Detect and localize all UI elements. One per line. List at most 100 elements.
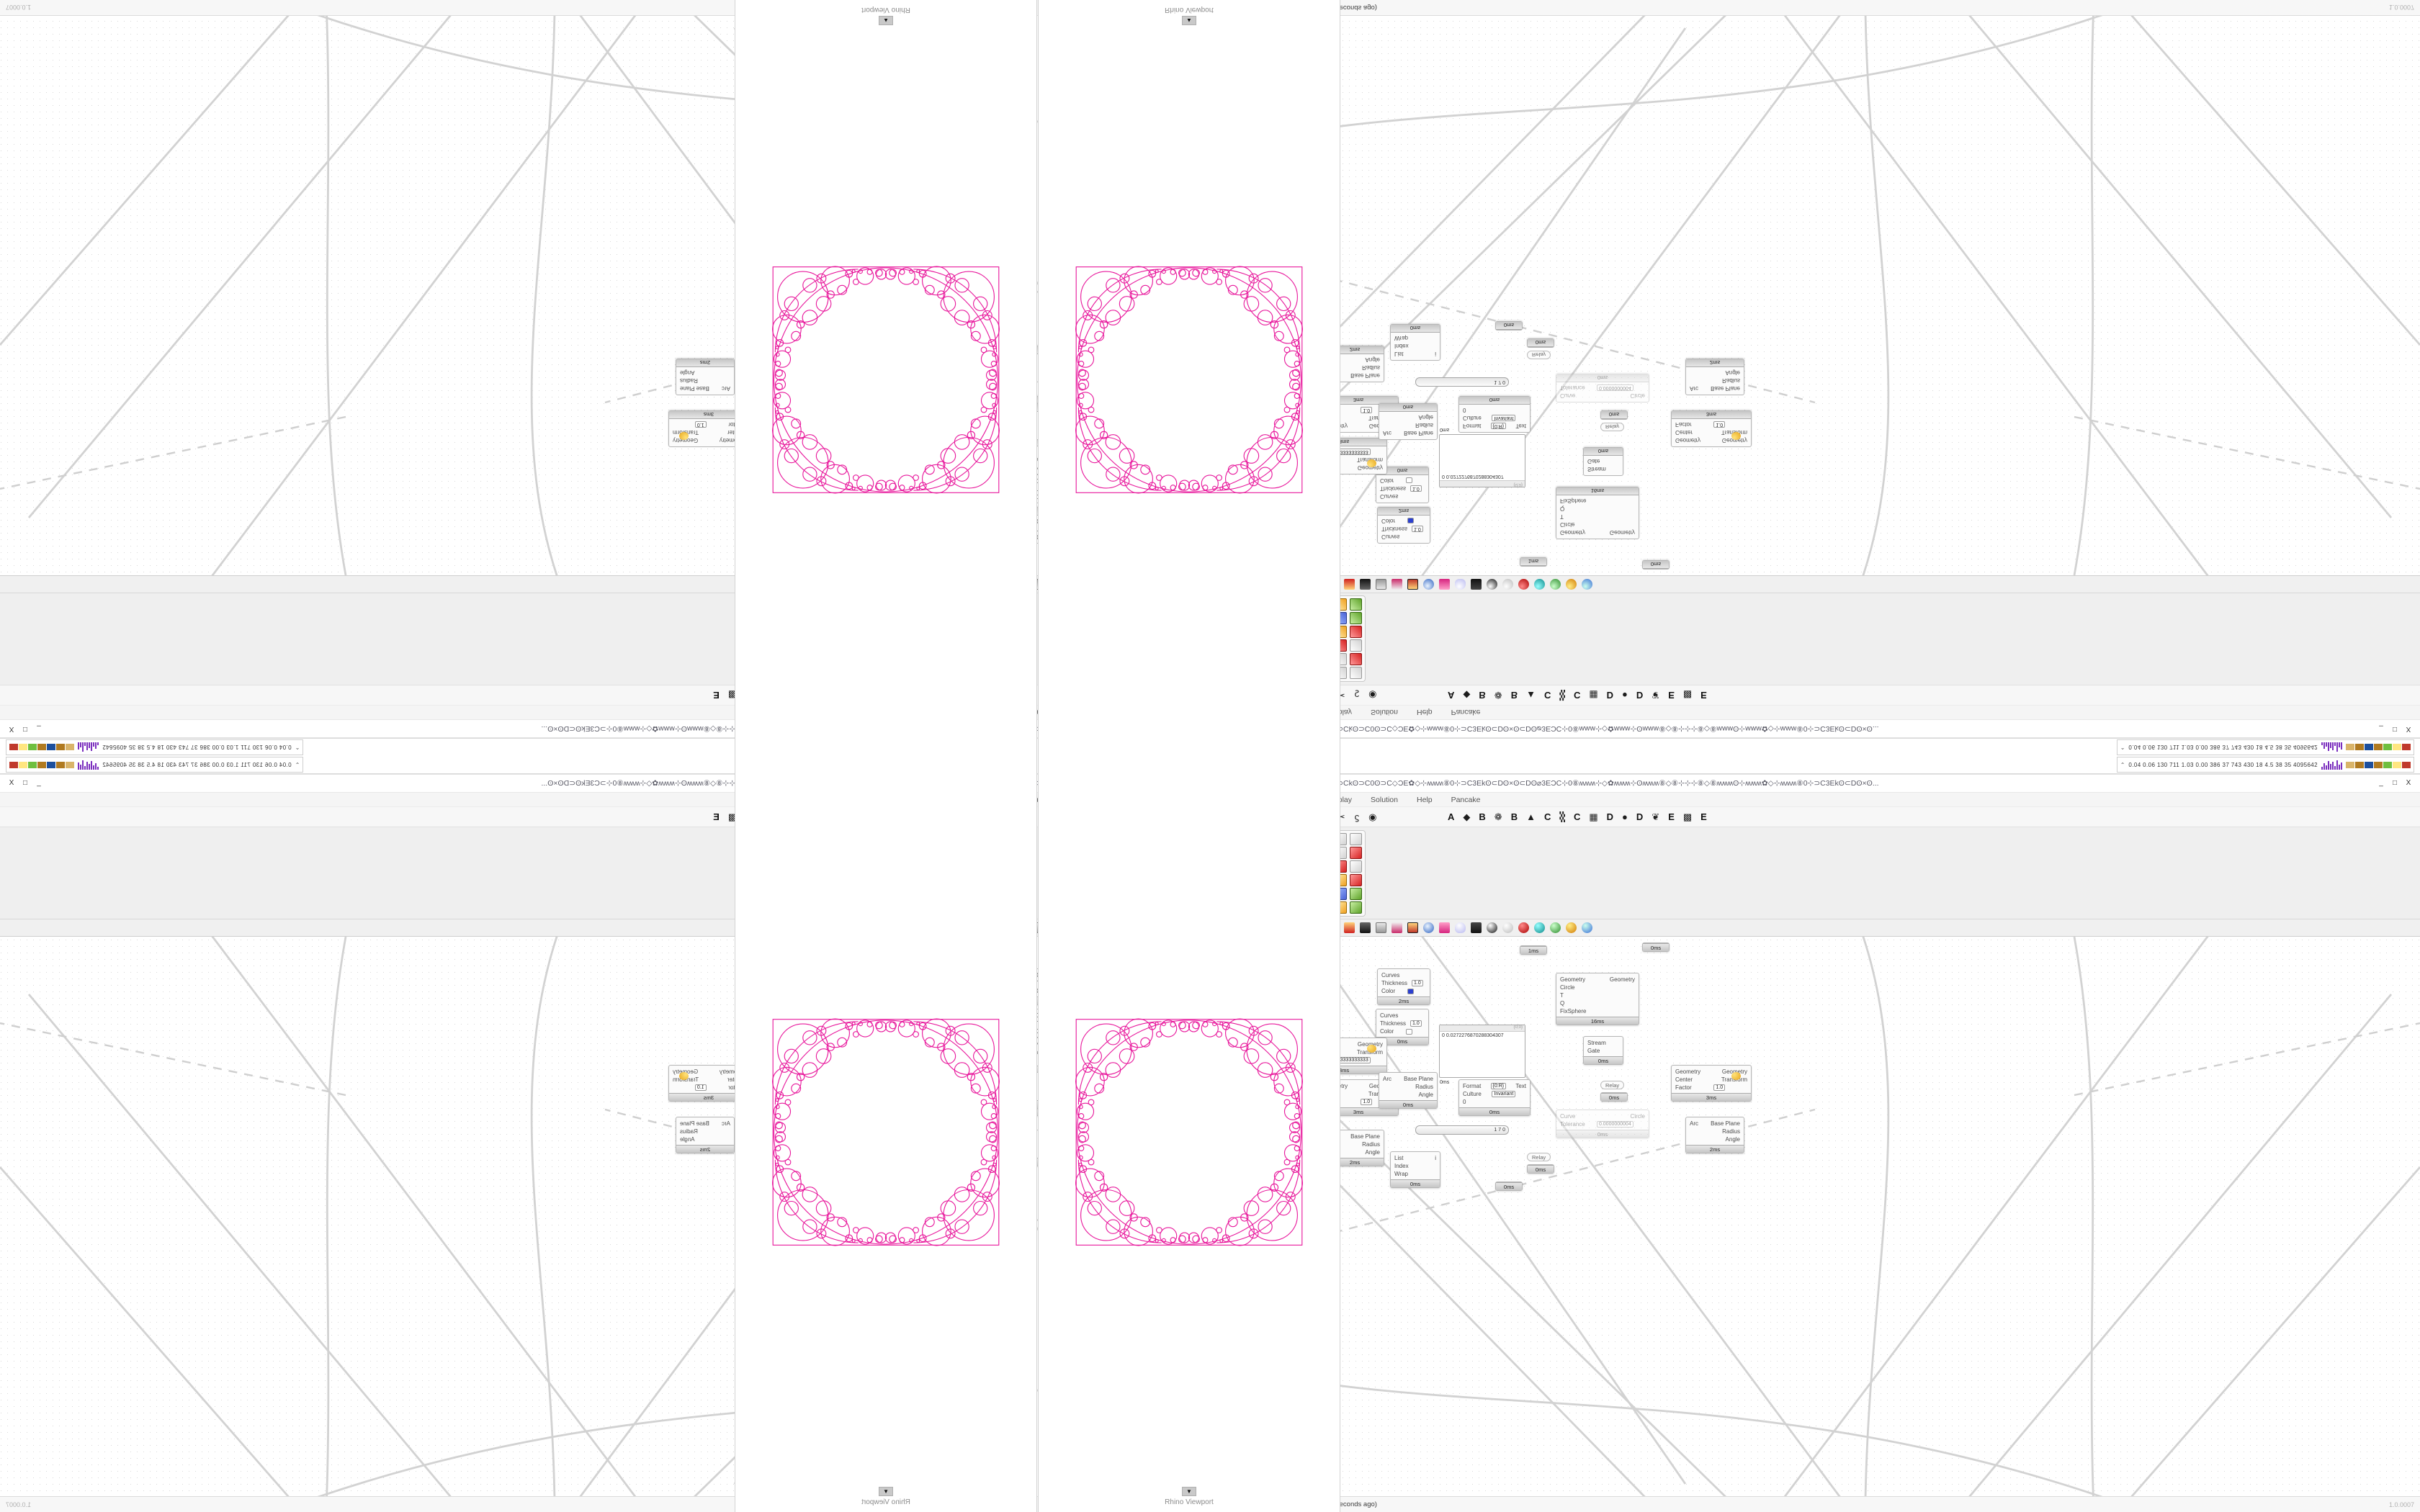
node-param-row[interactable]: Radius [987, 421, 1037, 429]
ribbon-component-icon[interactable] [1291, 626, 1304, 638]
mesh-icon[interactable]: ◁ [1320, 690, 1328, 701]
menu-item-pancake[interactable]: Pancake [939, 708, 969, 717]
node-list-item-1[interactable]: List i Index Wrap 0ms [1390, 324, 1440, 361]
ribbon-component-icon[interactable] [1262, 860, 1274, 873]
ribbon-component-icon[interactable] [1291, 833, 1304, 845]
rhino-toolbar[interactable]: 75% [0, 919, 1210, 937]
tab-letter-5[interactable]: D [1606, 811, 1614, 822]
tab-icons-right[interactable]: A ◆ B ❁ B ▲ C 🮕 C ▦ D ● D ❦ E ▩ E [1448, 811, 1707, 822]
orange-blob-icon[interactable] [1566, 579, 1577, 590]
node-number-slider[interactable]: 1 7 0 [911, 377, 1005, 387]
node-param-row[interactable]: Arc Base Plane [987, 429, 1037, 437]
tab-group-icon-3[interactable]: 🮕 [855, 811, 861, 822]
ribbon-component-icon[interactable] [1185, 833, 1197, 845]
ribbon-component-icon[interactable] [1291, 901, 1304, 914]
grasshopper-titlebar[interactable]: Grasshopper - XH[]....◇0⊹0◇✿ƆE◇⊃Ckʘ⊃C0ʘ⊃… [0, 775, 1210, 793]
transform-icon[interactable]: ϛ [1060, 690, 1066, 701]
ribbon-component-icon[interactable] [1058, 901, 1071, 914]
menu-item-view[interactable]: View [1292, 795, 1309, 804]
node-param-row[interactable]: Factor 0.3333333333 [1037, 448, 1115, 456]
ribbon-component-icon[interactable] [1349, 833, 1362, 845]
select-all-icon[interactable] [1097, 579, 1108, 590]
node-param-row[interactable]: Angle [987, 413, 1037, 421]
node-param-row[interactable]: Arc Base Plane [987, 1075, 1037, 1083]
select-all-icon[interactable] [1312, 579, 1323, 590]
node-param-row[interactable]: Thickness 1.0 [994, 525, 1039, 533]
help-icon[interactable] [1439, 922, 1450, 933]
ribbon-component-icon[interactable] [1276, 653, 1289, 665]
ribbon-component-icon[interactable] [1087, 653, 1100, 665]
node-value[interactable]: 0.3333333333 [1333, 1057, 1371, 1063]
node-param-row[interactable]: Curve Circle [775, 392, 860, 400]
ribbon-component-icon[interactable] [1087, 888, 1100, 900]
node-timer[interactable]: 0ms [1111, 328, 1138, 338]
node-param-row[interactable]: Gate [801, 1047, 833, 1055]
bulb-icon[interactable] [954, 579, 965, 590]
shuffle-icon[interactable] [1471, 922, 1482, 933]
tab-group-icon-7[interactable]: ▩ [727, 690, 738, 701]
node-timer[interactable]: 0ms [1642, 560, 1670, 570]
ribbon-component-icon[interactable] [1276, 639, 1289, 652]
eye-icon[interactable] [1081, 922, 1092, 933]
maths-icon[interactable]: Σ [1173, 690, 1180, 701]
gha-icon[interactable] [1018, 579, 1028, 590]
perf-monitor[interactable]: ⌃ 0.04 0.06 130 711 1.03 0.00 386 37 743… [2116, 757, 2414, 773]
curve-icon[interactable]: ↷ [1124, 690, 1132, 701]
node-value[interactable]: 1.0 [1047, 407, 1059, 413]
ribbon-component-icon[interactable] [1116, 833, 1129, 845]
ribbon-component-icon[interactable] [1146, 639, 1158, 652]
ribbon-component-icon[interactable] [1349, 860, 1362, 873]
eye-icon[interactable] [1081, 579, 1092, 590]
window-controls[interactable]: _ □ X [7, 779, 43, 788]
node-scale-3[interactable]: GeometryGeometryCenterTransformFactor1.0… [1671, 410, 1752, 447]
ribbon-component-icon[interactable] [1102, 639, 1115, 652]
tab-letter-1[interactable]: B [1479, 811, 1486, 822]
node-param-row[interactable]: Arc Base Plane [1040, 1133, 1090, 1140]
node-param-row[interactable]: Radius [680, 377, 730, 384]
ribbon-component-icon[interactable] [1072, 612, 1085, 624]
menu-item-help[interactable]: Help [1416, 795, 1433, 804]
node-param-row[interactable]: Thickness 1.0 [995, 485, 1040, 492]
ribbon-component-icon[interactable] [1305, 847, 1318, 859]
surface-icon[interactable]: ◗ [1305, 690, 1312, 701]
ribbon-component-icon[interactable] [1238, 888, 1250, 900]
ribbon-component-icon[interactable] [1238, 653, 1250, 665]
node-param-row[interactable]: Color [994, 517, 1039, 525]
tab-group-icon-3[interactable]: 🮕 [1559, 811, 1565, 822]
ribbon-component-icon[interactable] [1146, 612, 1158, 624]
ribbon-component-icon[interactable] [1146, 626, 1158, 638]
ribbon-component-icon[interactable] [1072, 667, 1085, 679]
ribbon-component-icon[interactable] [1170, 888, 1182, 900]
ribbon-component-icon[interactable] [1185, 888, 1197, 900]
ribbon-panel-pin[interactable]: ✛ [1356, 595, 1361, 596]
ribbon-component-icon[interactable] [1305, 598, 1318, 611]
node-param-row[interactable]: List i [984, 1154, 1026, 1162]
ribbon-component-icon[interactable] [1102, 653, 1115, 665]
tab-group-icon-7[interactable]: ▩ [1682, 811, 1693, 822]
teal-blob-icon[interactable] [1534, 579, 1545, 590]
perf-monitor[interactable]: ⌃ 0.04 0.06 130 711 1.03 0.00 386 37 743… [6, 739, 304, 755]
at-icon[interactable] [1034, 579, 1044, 590]
ribbon-component-icon[interactable] [1116, 874, 1129, 886]
node-param-row[interactable]: Radius [1383, 1083, 1433, 1091]
ribbon-component-icon[interactable] [1305, 639, 1318, 652]
node-timer[interactable]: 0ms [1282, 1174, 1309, 1184]
menu-item-edit[interactable]: Edit [1260, 795, 1274, 804]
ribbon-component-icon[interactable] [1185, 667, 1197, 679]
node-param-row[interactable]: Circle [785, 984, 860, 991]
ribbon-component-icon[interactable] [1116, 598, 1129, 611]
close-button[interactable]: X [2406, 779, 2411, 787]
menu-item-solution[interactable]: Solution [1022, 795, 1049, 804]
zoom-select[interactable]: 75% [1246, 922, 1307, 933]
ribbon-component-icon[interactable] [1058, 612, 1071, 624]
node-arc-1[interactable]: Arc Base Plane Radius Angle 0ms [1379, 403, 1438, 440]
teal-blob-icon[interactable] [875, 922, 886, 933]
intersect-icon[interactable]: ✂ [1075, 690, 1083, 701]
node-param-row[interactable]: Index [1394, 1162, 1436, 1170]
node-value[interactable]: 1.0 [998, 485, 1010, 492]
node-param-row[interactable]: Angle [1690, 369, 1740, 377]
ribbon-component-icon[interactable] [1131, 626, 1144, 638]
maximize-button[interactable]: □ [2392, 725, 2398, 733]
ribbon-component-icon[interactable] [1335, 612, 1348, 624]
ribbon-component-icon[interactable] [1291, 847, 1304, 859]
